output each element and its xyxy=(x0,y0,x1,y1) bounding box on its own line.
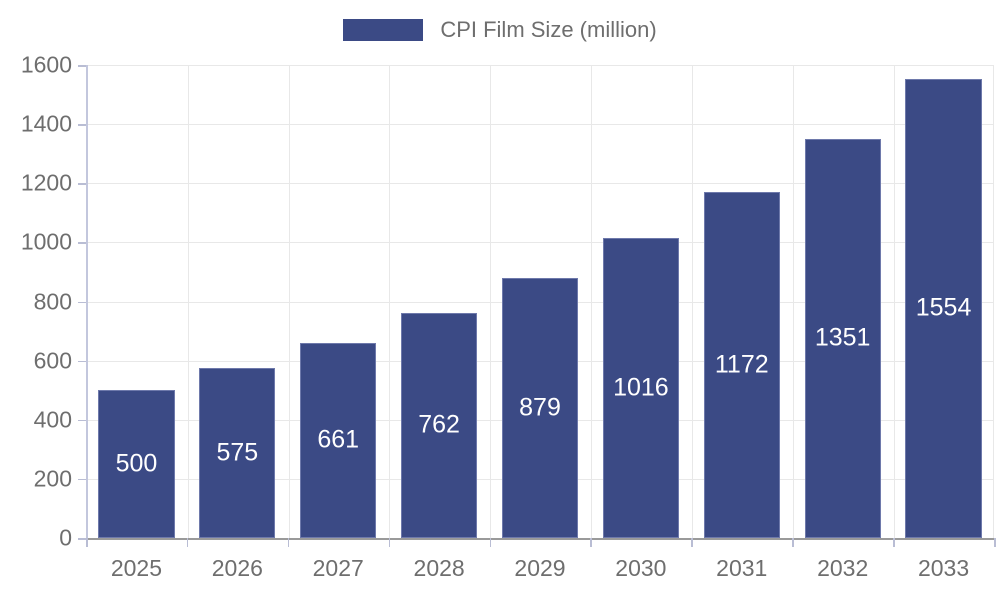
gridline-vertical xyxy=(288,65,290,538)
y-axis-tick-label: 400 xyxy=(33,406,72,433)
y-axis-tick-label: 0 xyxy=(59,524,72,551)
gridline-horizontal xyxy=(86,242,994,244)
plot-area xyxy=(86,65,994,539)
y-axis-tick-mark xyxy=(78,65,86,67)
bar[interactable] xyxy=(501,278,579,538)
y-axis-tick-mark xyxy=(78,124,86,126)
x-axis-tick-label: 2031 xyxy=(716,555,768,581)
x-axis-tick-label: 2026 xyxy=(211,555,263,581)
bar[interactable] xyxy=(300,342,377,538)
x-axis-tick-label: 2029 xyxy=(514,555,566,581)
y-axis-tick-label: 800 xyxy=(33,288,72,314)
x-axis-tick-mark xyxy=(792,538,794,547)
y-axis-tick-mark xyxy=(78,538,86,540)
gridline-vertical xyxy=(993,65,994,538)
bar[interactable] xyxy=(98,390,175,538)
bar[interactable] xyxy=(703,191,780,538)
gridline-horizontal xyxy=(86,183,994,185)
x-axis-tick-mark xyxy=(691,538,693,547)
y-axis-tick-mark xyxy=(78,242,86,244)
x-axis-tick-label: 2025 xyxy=(110,555,163,581)
bar[interactable] xyxy=(401,312,478,538)
x-axis-tick-label: 2028 xyxy=(413,555,465,581)
chart-legend: CPI Film Size (million) xyxy=(0,10,1000,50)
bar[interactable] xyxy=(199,368,276,538)
y-axis-tick-label: 1200 xyxy=(20,169,72,196)
y-axis-tick-label: 1400 xyxy=(20,110,72,137)
gridline-vertical xyxy=(793,65,795,538)
gridline-vertical xyxy=(187,65,189,538)
bar[interactable] xyxy=(602,237,679,538)
gridline-horizontal xyxy=(86,65,994,66)
gridline-vertical xyxy=(591,65,593,538)
gridline-vertical xyxy=(490,65,492,538)
y-axis-spine xyxy=(86,65,88,539)
x-axis-tick-mark xyxy=(287,538,290,547)
x-axis-tick-mark xyxy=(186,538,189,547)
x-axis-tick-label: 2027 xyxy=(312,555,364,581)
bar[interactable] xyxy=(905,78,982,538)
y-axis-tick-mark xyxy=(78,360,86,363)
gridline-vertical xyxy=(389,65,391,538)
y-axis-tick-mark xyxy=(78,419,86,422)
y-axis-tick-mark xyxy=(78,183,86,185)
x-axis-tick-mark xyxy=(388,538,391,547)
x-axis-tick-label: 2033 xyxy=(917,555,970,581)
y-axis-tick-label: 200 xyxy=(33,465,72,492)
x-axis-tick-label: 2032 xyxy=(817,555,869,581)
x-axis-baseline xyxy=(86,538,994,540)
y-axis-tick-label: 1000 xyxy=(20,228,72,255)
gridline-horizontal xyxy=(86,124,994,126)
gridline-vertical xyxy=(692,65,694,538)
y-axis-tick-mark xyxy=(78,478,86,481)
x-axis-tick-mark xyxy=(893,538,895,547)
legend-label: CPI Film Size (million) xyxy=(440,17,657,42)
x-axis-tick-mark xyxy=(86,538,88,547)
y-axis-tick-label: 600 xyxy=(33,347,72,374)
gridline-vertical xyxy=(893,65,895,538)
y-axis-tick-labels: 0 200 400 600 800 1000 1200 1400 1600 xyxy=(0,0,72,600)
x-axis-tick-mark xyxy=(994,538,996,547)
bar[interactable] xyxy=(804,138,881,538)
x-axis-tick-mark xyxy=(590,538,592,547)
x-axis-tick-label: 2030 xyxy=(615,555,667,581)
y-axis-tick-mark xyxy=(78,301,86,303)
x-axis-tick-mark xyxy=(489,538,492,547)
y-axis-tick-label: 1600 xyxy=(20,51,72,78)
legend-item-cpi-film-size[interactable]: CPI Film Size (million) xyxy=(343,17,657,42)
legend-swatch-icon xyxy=(343,19,424,41)
